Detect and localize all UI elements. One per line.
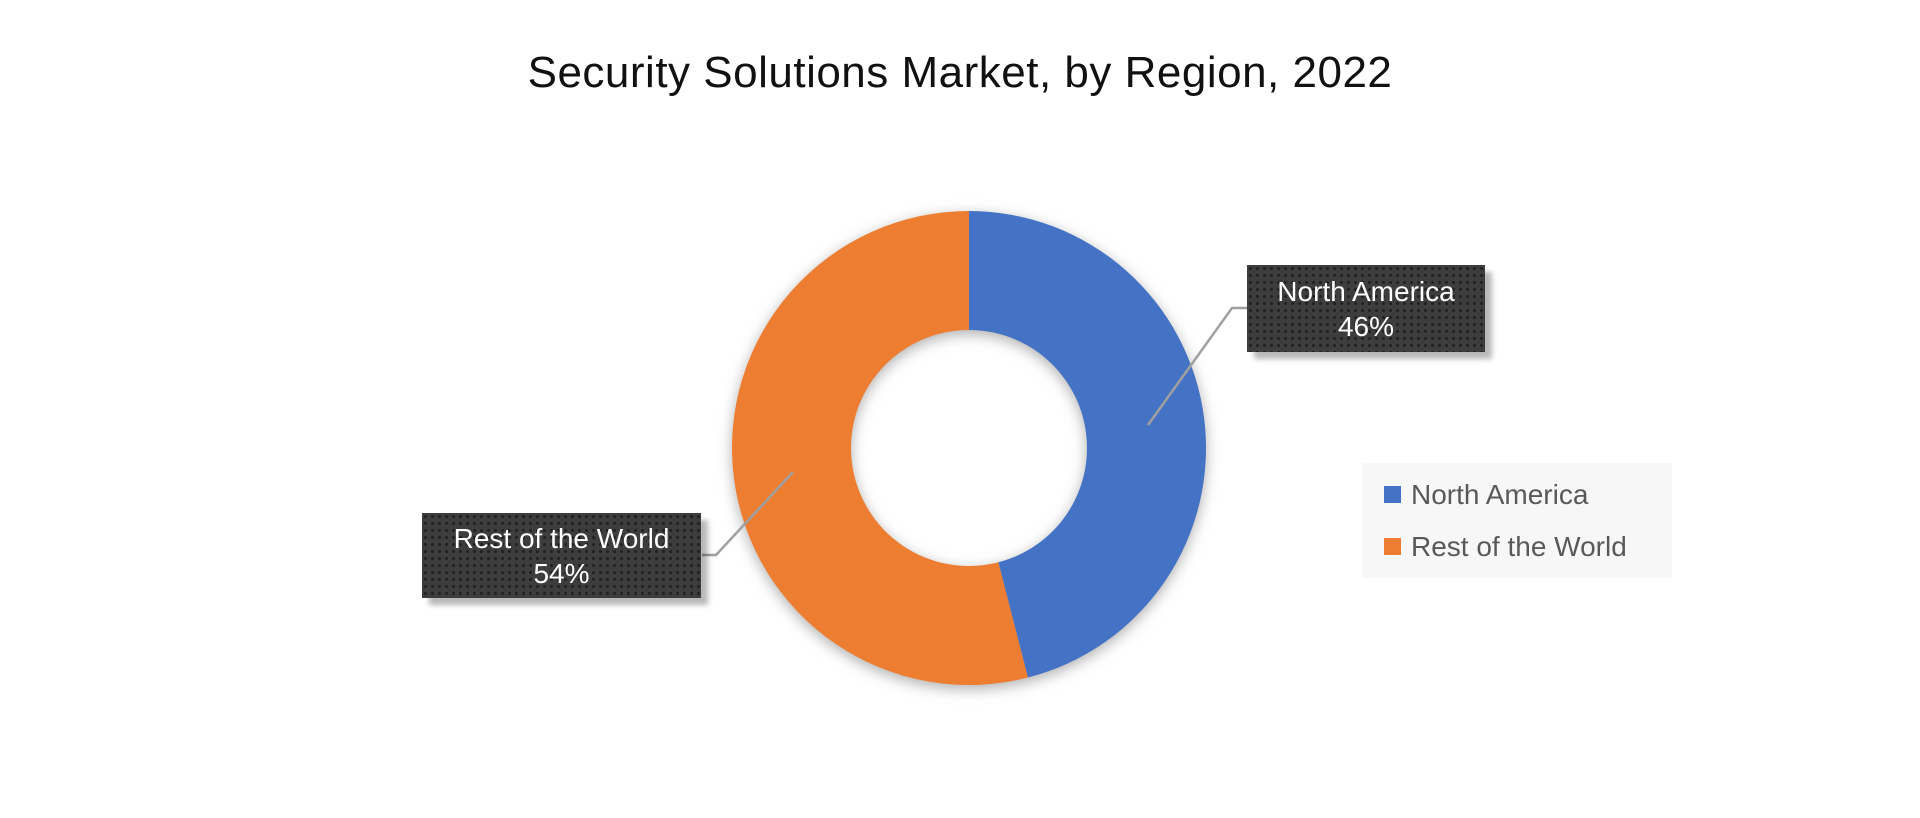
legend: North America Rest of the World [1362, 463, 1672, 578]
callout-value-label: 46% [1337, 310, 1395, 342]
legend-item-rest-of-world[interactable]: Rest of the World [1384, 531, 1672, 563]
legend-swatch-rest-of-world [1384, 538, 1401, 555]
callout-rest-of-world[interactable]: Rest of the World 54% [422, 513, 701, 598]
legend-label-rest-of-world: Rest of the World [1411, 530, 1627, 562]
callout-north-america[interactable]: North America 46% [1247, 265, 1485, 352]
leader-line-rest-of-world [702, 471, 794, 557]
legend-swatch-north-america [1384, 486, 1401, 503]
callout-category-label: North America [1277, 275, 1455, 307]
callout-value-label: 54% [533, 557, 590, 589]
legend-item-north-america[interactable]: North America [1384, 479, 1672, 511]
donut-segment-north-america[interactable] [969, 211, 1206, 678]
legend-label-north-america: North America [1411, 478, 1589, 510]
donut-ring [731, 211, 1206, 685]
leader-line-north-america [1146, 306, 1247, 426]
donut-segment-rest-of-the-world[interactable] [731, 211, 1028, 685]
callout-category-label: Rest of the World [453, 522, 670, 554]
chart-title: Security Solutions Market, by Region, 20… [527, 48, 1393, 97]
